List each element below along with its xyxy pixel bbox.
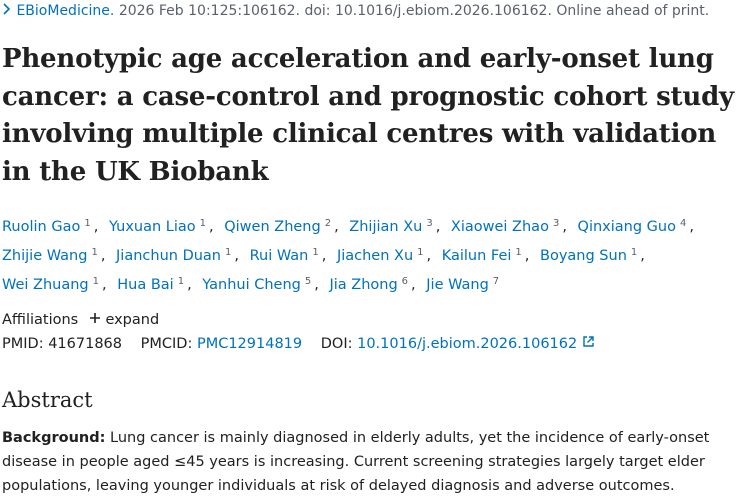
- affiliation-number[interactable]: 3: [552, 218, 560, 229]
- affiliations: Affiliations expand: [2, 312, 742, 328]
- separator: ,: [314, 277, 319, 293]
- affiliation-number[interactable]: 5: [304, 276, 312, 287]
- separator: ,: [321, 248, 327, 264]
- affiliation-number[interactable]: 4: [679, 218, 687, 229]
- author-link[interactable]: Zhijian Xu: [349, 219, 423, 235]
- journal-link[interactable]: EBioMedicine.: [16, 3, 115, 19]
- affiliation-number[interactable]: 2: [324, 218, 332, 229]
- separator: ,: [187, 277, 192, 293]
- affiliation-number[interactable]: 1: [91, 247, 98, 258]
- separator: ,: [562, 219, 567, 235]
- affiliation-number[interactable]: 1: [92, 276, 100, 287]
- external-link-icon: [583, 336, 594, 347]
- background-text: Lung cancer is mainly diagnosed in elder…: [2, 430, 710, 494]
- separator: ,: [102, 277, 107, 293]
- separator: ,: [209, 219, 214, 235]
- author: Rui Wan 1,: [249, 247, 333, 264]
- affiliation-number[interactable]: 7: [492, 276, 500, 287]
- affiliation-number[interactable]: 1: [177, 276, 185, 287]
- identifiers: PMID: 41671868 PMCID: PMC12914819 DOI: 1…: [2, 335, 742, 352]
- separator: ,: [689, 219, 694, 235]
- affiliation-number[interactable]: 1: [84, 218, 91, 229]
- affiliation-number[interactable]: 1: [199, 218, 207, 229]
- author: Wei Zhuang 1,: [2, 276, 113, 293]
- pmcid-label: PMCID:: [140, 336, 193, 352]
- abstract-background: Background: Lung cancer is mainly diagno…: [2, 426, 742, 498]
- expand-toggle[interactable]: expand: [89, 312, 159, 328]
- author-link[interactable]: Wei Zhuang: [2, 277, 89, 293]
- author: Yanhui Cheng 5,: [202, 276, 325, 293]
- affiliation-number[interactable]: 1: [312, 247, 319, 258]
- separator: ,: [334, 219, 339, 235]
- affiliations-label: Affiliations: [2, 312, 79, 328]
- author-link[interactable]: Jia Zhong: [329, 277, 398, 293]
- affiliation-number[interactable]: 1: [630, 247, 638, 258]
- background-label: Background:: [2, 430, 106, 446]
- author-link[interactable]: Qiwen Zheng: [224, 219, 321, 235]
- abstract-heading: Abstract: [2, 388, 93, 412]
- article: EBioMedicine. 2026 Feb 10:125:106162. do…: [0, 3, 742, 498]
- author-link[interactable]: Yuxuan Liao: [108, 219, 196, 235]
- separator: ,: [640, 248, 645, 264]
- author: Ruolin Gao 1,: [2, 218, 104, 235]
- author-link[interactable]: Zhijie Wang: [2, 248, 88, 264]
- author-link[interactable]: Boyang Sun: [540, 248, 627, 264]
- separator: ,: [100, 248, 106, 264]
- author: Qinxiang Guo 4,: [577, 218, 700, 235]
- author-link[interactable]: Hua Bai: [117, 277, 174, 293]
- affiliation-number[interactable]: 1: [225, 247, 232, 258]
- author-link[interactable]: Yanhui Cheng: [202, 277, 301, 293]
- author: Jia Zhong 6,: [329, 276, 421, 293]
- pmid-label: PMID:: [2, 336, 44, 352]
- doi-label: DOI:: [320, 336, 353, 352]
- affiliation-number[interactable]: 6: [401, 276, 409, 287]
- author: Jiachen Xu 1,: [336, 247, 437, 264]
- article-title: Phenotypic age acceleration and early-on…: [2, 44, 734, 187]
- expand-label: expand: [105, 312, 160, 328]
- separator: ,: [435, 219, 441, 235]
- separator: ,: [426, 248, 432, 264]
- citation-details: 2026 Feb 10:125:106162. doi: 10.1016/j.e…: [118, 3, 710, 19]
- page: EBioMedicine. 2026 Feb 10:125:106162. do…: [0, 3, 750, 500]
- affiliation-number[interactable]: 1: [515, 247, 522, 258]
- separator: ,: [234, 248, 239, 264]
- author: Qiwen Zheng 2,: [224, 218, 344, 235]
- author: Hua Bai 1,: [117, 276, 197, 293]
- author: Jianchun Duan 1,: [116, 247, 245, 264]
- author-link[interactable]: Jiachen Xu: [336, 248, 414, 264]
- pmcid-link[interactable]: PMC12914819: [196, 336, 303, 352]
- author: Jie Wang 7: [426, 276, 502, 293]
- author-link[interactable]: Jianchun Duan: [116, 248, 221, 264]
- author-list: Ruolin Gao 1, Yuxuan Liao 1, Qiwen Zheng 2,…: [2, 211, 742, 298]
- plus-icon: [89, 313, 100, 323]
- pmid: 41671868: [48, 336, 123, 352]
- author: Yuxuan Liao 1,: [108, 218, 220, 235]
- author: Zhijie Wang 1,: [2, 247, 111, 264]
- chevron-icon: [3, 3, 11, 15]
- author-link[interactable]: Qinxiang Guo: [577, 219, 676, 235]
- separator: ,: [524, 248, 530, 264]
- separator: ,: [93, 219, 99, 235]
- doi-link[interactable]: 10.1016/j.ebiom.2026.106162: [357, 336, 578, 352]
- citation: EBioMedicine. 2026 Feb 10:125:106162. do…: [2, 3, 742, 19]
- author: Boyang Sun 1,: [540, 247, 651, 264]
- author: Zhijian Xu 3,: [349, 218, 446, 235]
- author-link[interactable]: Rui Wan: [249, 248, 309, 264]
- author-link[interactable]: Kailun Fei: [441, 248, 512, 264]
- affiliation-number[interactable]: 3: [426, 218, 433, 229]
- author-link[interactable]: Jie Wang: [426, 277, 489, 293]
- author-link[interactable]: Xiaowei Zhao: [450, 219, 549, 235]
- affiliation-number[interactable]: 1: [417, 247, 424, 258]
- separator: ,: [411, 277, 416, 293]
- author-link[interactable]: Ruolin Gao: [2, 219, 81, 235]
- author: Kailun Fei 1,: [441, 247, 536, 264]
- author: Xiaowei Zhao 3,: [450, 218, 573, 235]
